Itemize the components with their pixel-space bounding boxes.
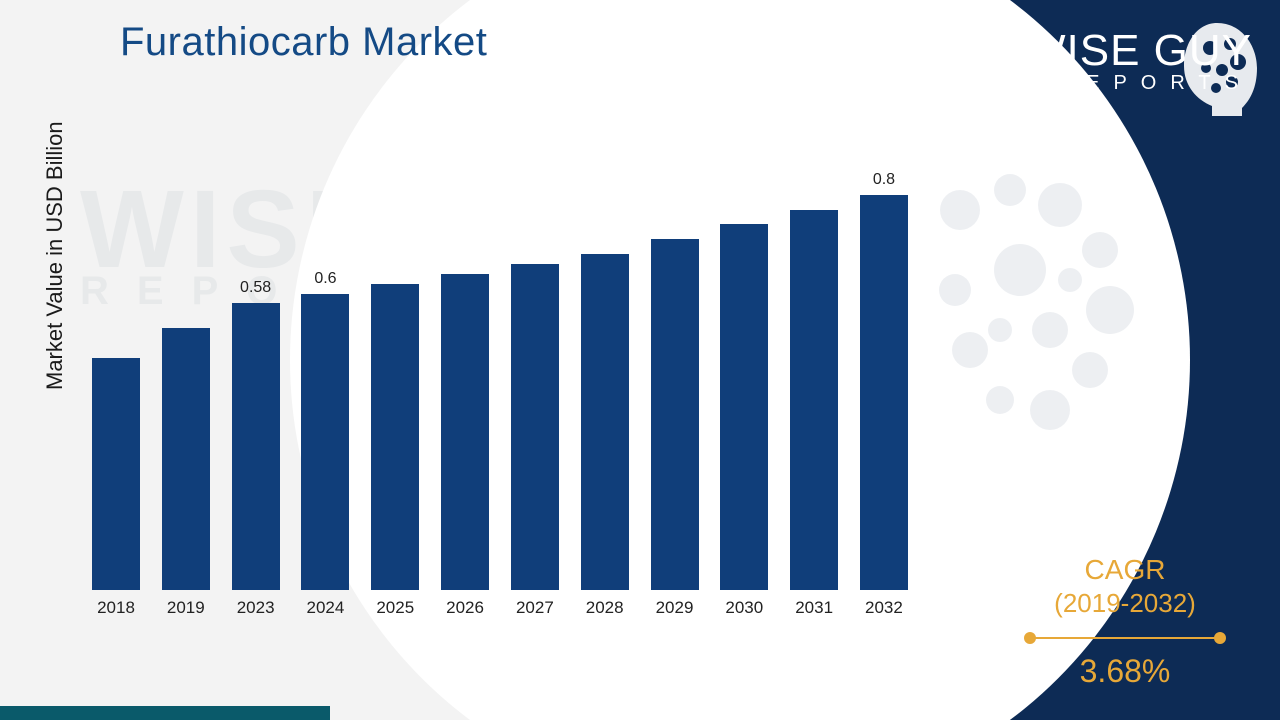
bar — [301, 294, 349, 590]
bar — [92, 358, 140, 590]
bar-x-label: 2019 — [160, 598, 212, 618]
bar-wrap: 2025 — [369, 260, 421, 590]
bar-x-label: 2024 — [299, 598, 351, 618]
bar — [162, 328, 210, 590]
bar-wrap: 2018 — [90, 334, 142, 590]
bar-value-label: 0.6 — [314, 270, 336, 290]
bar-x-label: 2030 — [718, 598, 770, 618]
bar-value-label: 0.58 — [240, 279, 271, 299]
cagr-label: CAGR — [970, 554, 1280, 586]
bar-wrap: 0.62024 — [299, 270, 351, 590]
bar-x-label: 2027 — [509, 598, 561, 618]
bar-wrap: 2031 — [788, 186, 840, 590]
bar-value-label: 0.8 — [873, 171, 895, 191]
chart-title: Furathiocarb Market — [120, 20, 487, 65]
bar-wrap: 0.582023 — [230, 279, 282, 590]
accent-bar — [0, 706, 330, 720]
bar-chart: 2018 2019 0.582023 0.62024 2025 2026 2027 2028 2… — [90, 170, 910, 590]
brand-sub: REPORTS — [1024, 72, 1252, 95]
dotted-head-faint-icon — [900, 150, 1160, 470]
bar-wrap: 2019 — [160, 304, 212, 590]
cagr-box: CAGR (2019-2032) 3.68% — [970, 554, 1280, 690]
y-axis-label: Market Value in USD Billion — [42, 121, 68, 390]
bar — [720, 224, 768, 590]
bar-x-label: 2032 — [858, 598, 910, 618]
stage: WISE GUY REPORTS Furathiocarb Market Mar… — [0, 0, 1280, 720]
bar-x-label: 2029 — [649, 598, 701, 618]
bar — [651, 239, 699, 590]
bar — [790, 210, 838, 590]
bar-x-label: 2025 — [369, 598, 421, 618]
bar-wrap: 2030 — [718, 200, 770, 590]
bar — [441, 274, 489, 590]
bar-x-label: 2018 — [90, 598, 142, 618]
cagr-range: (2019-2032) — [970, 588, 1280, 619]
bar-x-label: 2023 — [230, 598, 282, 618]
bar — [860, 195, 908, 590]
bar — [371, 284, 419, 590]
bar — [511, 264, 559, 590]
bar-x-label: 2028 — [579, 598, 631, 618]
cagr-divider — [1030, 637, 1220, 639]
bar-wrap: 2029 — [649, 215, 701, 590]
bar-x-label: 2026 — [439, 598, 491, 618]
bar-wrap: 2026 — [439, 250, 491, 590]
cagr-value: 3.68% — [970, 653, 1280, 690]
bar — [581, 254, 629, 590]
bar-wrap: 0.82032 — [858, 171, 910, 590]
brand-name: WISE GUY — [1024, 26, 1252, 76]
brand-logo: WISE GUY REPORTS — [1024, 26, 1252, 95]
bar-wrap: 2028 — [579, 230, 631, 590]
bar-x-label: 2031 — [788, 598, 840, 618]
bar — [232, 303, 280, 590]
bar-wrap: 2027 — [509, 240, 561, 590]
